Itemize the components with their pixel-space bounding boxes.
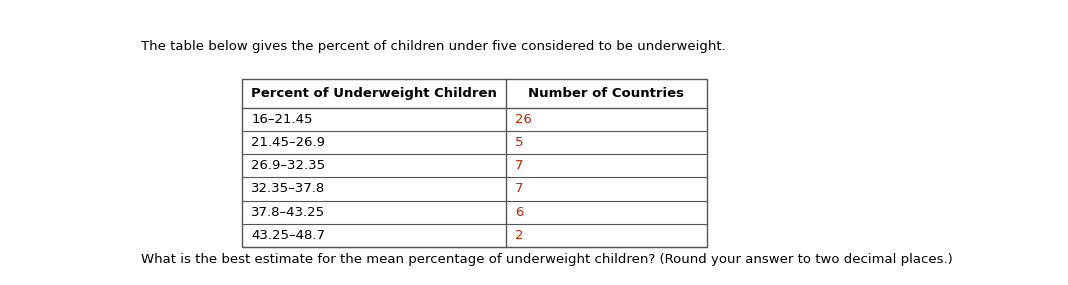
Text: Percent of Underweight Children: Percent of Underweight Children xyxy=(251,87,497,100)
Text: 43.25–48.7: 43.25–48.7 xyxy=(251,229,326,242)
Text: 26: 26 xyxy=(515,113,532,126)
Text: 32.35–37.8: 32.35–37.8 xyxy=(251,182,326,196)
Text: 26.9–32.35: 26.9–32.35 xyxy=(251,159,326,172)
Text: The table below gives the percent of children under five considered to be underw: The table below gives the percent of chi… xyxy=(141,40,726,53)
Text: What is the best estimate for the mean percentage of underweight children? (Roun: What is the best estimate for the mean p… xyxy=(141,253,953,266)
Text: 37.8–43.25: 37.8–43.25 xyxy=(251,205,326,219)
Text: 16–21.45: 16–21.45 xyxy=(251,113,313,126)
Text: 21.45–26.9: 21.45–26.9 xyxy=(251,136,326,149)
Text: 7: 7 xyxy=(515,182,523,196)
Text: 2: 2 xyxy=(515,229,523,242)
Text: 5: 5 xyxy=(515,136,523,149)
Text: Number of Countries: Number of Countries xyxy=(529,87,685,100)
Bar xyxy=(242,79,707,247)
Text: 6: 6 xyxy=(515,205,523,219)
Text: 7: 7 xyxy=(515,159,523,172)
